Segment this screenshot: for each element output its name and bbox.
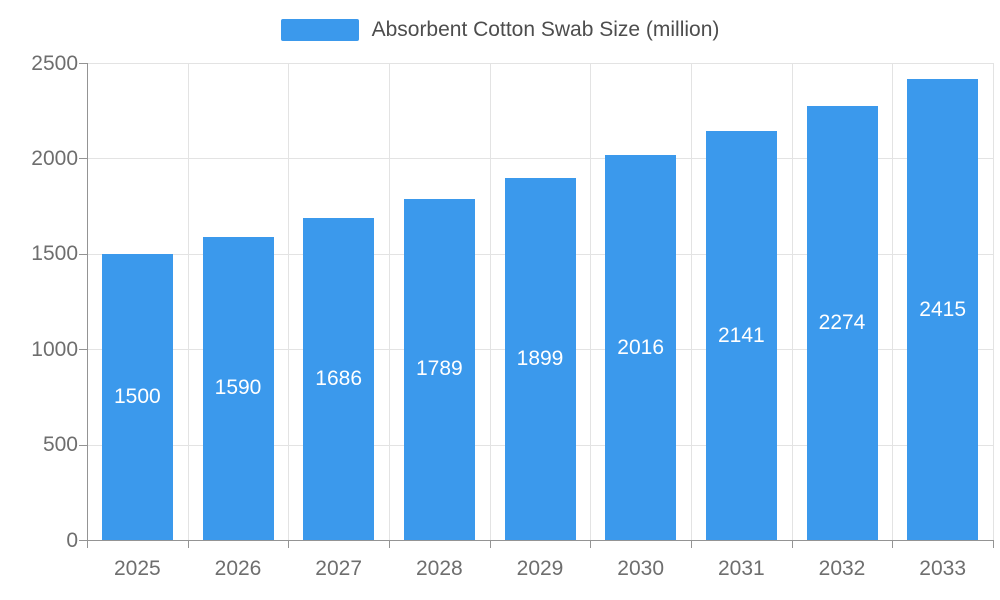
y-axis-tick-label: 2000 [31, 146, 78, 170]
bar-value-label: 1789 [415, 357, 463, 381]
x-axis-tick-label: 2025 [113, 557, 161, 580]
bar: 2274 [806, 106, 878, 540]
x-axis-tick [791, 540, 793, 548]
x-axis-tick [590, 540, 592, 548]
x-axis-tick-label: 2028 [415, 557, 463, 580]
y-axis-tick [79, 63, 87, 64]
y-axis-tick-label: 1500 [31, 242, 78, 266]
legend-swatch [280, 19, 359, 41]
y-axis-tick [79, 349, 87, 351]
y-axis-line [87, 63, 88, 548]
x-axis-tick-label: 2027 [315, 557, 363, 580]
y-axis-tick-label: 500 [42, 433, 78, 457]
x-axis-tick [288, 540, 290, 548]
y-axis-tick-label: 0 [66, 528, 78, 552]
y-gridline [87, 158, 993, 160]
bar: 2415 [907, 79, 979, 540]
legend-label: Absorbent Cotton Swab Size (million) [371, 18, 720, 41]
x-axis-tick [187, 540, 189, 548]
x-gridline [590, 63, 592, 540]
x-gridline [892, 63, 894, 540]
bar-value-label: 1500 [113, 384, 161, 408]
y-axis-tick-label: 2500 [31, 51, 78, 75]
x-axis-tick-label: 2033 [919, 557, 967, 580]
x-gridline [791, 63, 793, 540]
bar: 1789 [403, 198, 475, 540]
x-gridline [993, 63, 994, 540]
x-axis-tick-label: 2030 [617, 557, 665, 580]
x-gridline [489, 63, 491, 540]
y-axis-tick [79, 444, 87, 446]
x-axis-tick-label: 2031 [717, 557, 765, 580]
x-axis-tick-label: 2032 [818, 557, 866, 580]
bar-value-label: 1899 [516, 346, 564, 370]
bar: 1899 [504, 177, 576, 540]
y-axis-tick [79, 158, 87, 160]
bar: 1686 [303, 218, 375, 540]
bar-value-label: 1686 [315, 367, 363, 391]
x-gridline [691, 63, 692, 540]
y-axis-tick-label: 1000 [31, 337, 78, 361]
x-gridline [187, 63, 189, 540]
bar: 2141 [705, 131, 777, 540]
x-axis-tick-label: 2029 [516, 557, 564, 580]
bar: 2016 [605, 155, 677, 540]
bar-value-label: 2141 [717, 323, 765, 347]
chart-legend[interactable]: Absorbent Cotton Swab Size (million) [0, 18, 1000, 42]
y-axis-tick [79, 253, 87, 255]
bar-value-label: 2274 [818, 311, 866, 335]
bar-value-label: 2415 [919, 297, 967, 321]
x-axis-tick [993, 540, 994, 548]
x-axis-tick [892, 540, 894, 548]
bar-value-label: 2016 [617, 335, 665, 359]
x-axis-line [79, 540, 993, 541]
bar: 1590 [202, 236, 274, 540]
x-axis-tick [389, 540, 390, 548]
bar-value-label: 1590 [214, 376, 262, 400]
x-gridline [389, 63, 390, 540]
bar: 1500 [101, 253, 173, 540]
x-axis-tick-label: 2026 [214, 557, 262, 580]
x-axis-tick [691, 540, 692, 548]
x-axis-tick [489, 540, 491, 548]
y-gridline [87, 63, 993, 64]
x-gridline [288, 63, 290, 540]
